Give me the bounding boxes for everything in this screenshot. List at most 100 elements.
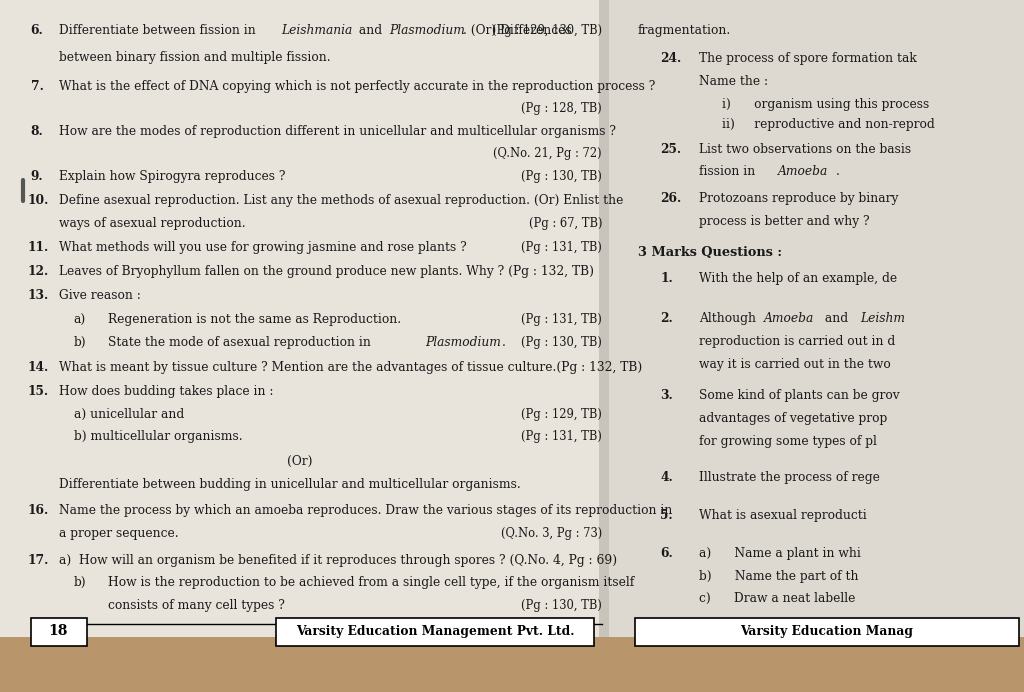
Bar [635,618,1019,646]
Text: c)      Draw a neat labelle: c) Draw a neat labelle [699,592,856,606]
Text: process is better and why ?: process is better and why ? [699,215,870,228]
Text: (Pg : 130, TB): (Pg : 130, TB) [521,336,602,349]
Text: .: . [502,336,506,349]
Text: a)      Name a plant in whi: a) Name a plant in whi [699,547,861,560]
Text: Leishmania: Leishmania [282,24,353,37]
Text: a proper sequence.: a proper sequence. [59,527,179,540]
Text: Some kind of plants can be grov: Some kind of plants can be grov [699,389,900,402]
Text: a)  How will an organism be benefited if it reproduces through spores ? (Q.No. 4: a) How will an organism be benefited if … [59,554,617,567]
Text: (Pg : 131, TB): (Pg : 131, TB) [521,430,602,444]
Text: (Pg : 128, TB): (Pg : 128, TB) [521,102,602,116]
Text: (Pg : 130, TB): (Pg : 130, TB) [521,170,602,183]
Text: What is meant by tissue culture ? Mention are the advantages of tissue culture.(: What is meant by tissue culture ? Mentio… [59,361,643,374]
Text: 24.: 24. [660,52,682,65]
Text: How does budding takes place in :: How does budding takes place in : [59,385,273,398]
Text: How are the modes of reproduction different in unicellular and multicellular org: How are the modes of reproduction differ… [59,125,616,138]
Text: (Pg : 130, TB): (Pg : 130, TB) [521,599,602,612]
Text: Plasmodium: Plasmodium [389,24,465,37]
Text: consists of many cell types ?: consists of many cell types ? [108,599,285,612]
Text: 16.: 16. [28,504,49,518]
Text: Varsity Education Management Pvt. Ltd.: Varsity Education Management Pvt. Ltd. [296,625,574,637]
Text: 18: 18 [49,624,68,638]
Text: Give reason :: Give reason : [59,289,141,302]
Text: State the mode of asexual reproduction in: State the mode of asexual reproduction i… [108,336,374,349]
Text: Protozoans reproduce by binary: Protozoans reproduce by binary [699,192,899,205]
Text: 25.: 25. [660,143,682,156]
Text: Although: Although [699,312,760,325]
Text: (Pg : 129, 130, TB): (Pg : 129, 130, TB) [492,24,602,37]
Text: advantages of vegetative prop: advantages of vegetative prop [699,412,888,425]
Text: 12.: 12. [28,265,49,278]
Text: reproduction is carried out in d: reproduction is carried out in d [699,335,896,348]
Text: Differentiate between budding in unicellular and multicellular organisms.: Differentiate between budding in unicell… [59,478,521,491]
Text: 6.: 6. [31,24,43,37]
Text: Varsity Education Manag: Varsity Education Manag [740,625,912,637]
Bar [609,0,1024,637]
Bar [31,618,87,646]
Text: Plasmodium: Plasmodium [425,336,501,349]
Bar [599,0,635,637]
Text: (Q.No. 3, Pg : 73): (Q.No. 3, Pg : 73) [501,527,602,540]
Text: What is the effect of DNA copying which is not perfectly accurate in the reprodu: What is the effect of DNA copying which … [59,80,655,93]
Text: for growing some types of pl: for growing some types of pl [699,435,878,448]
Text: 17.: 17. [28,554,49,567]
Text: (Pg : 131, TB): (Pg : 131, TB) [521,241,602,254]
Text: 26.: 26. [660,192,682,205]
Text: between binary fission and multiple fission.: between binary fission and multiple fiss… [59,51,331,64]
Text: 2.: 2. [660,312,673,325]
Text: 15.: 15. [28,385,49,398]
Text: . (Or) Differences: . (Or) Differences [463,24,571,37]
Text: 14.: 14. [28,361,49,374]
Text: 8.: 8. [31,125,43,138]
Text: List two observations on the basis: List two observations on the basis [699,143,911,156]
Text: Name the :: Name the : [699,75,769,88]
Text: a): a) [74,313,86,327]
Text: (Pg : 67, TB): (Pg : 67, TB) [528,217,602,230]
Text: (Q.No. 21, Pg : 72): (Q.No. 21, Pg : 72) [494,147,602,161]
Text: .: . [836,165,840,179]
Text: 3 Marks Questions :: 3 Marks Questions : [638,246,782,259]
Text: 4.: 4. [660,471,673,484]
Bar [0,0,609,637]
Text: Regeneration is not the same as Reproduction.: Regeneration is not the same as Reproduc… [108,313,400,327]
Text: 5.: 5. [660,509,673,522]
Text: 10.: 10. [28,194,49,207]
Bar [276,618,594,646]
Text: fission in: fission in [699,165,760,179]
Text: How is the reproduction to be achieved from a single cell type, if the organism : How is the reproduction to be achieved f… [108,576,634,590]
Text: 13.: 13. [28,289,49,302]
Text: b): b) [74,576,86,590]
Text: With the help of an example, de: With the help of an example, de [699,272,897,285]
Text: 9.: 9. [31,170,43,183]
Text: Illustrate the process of rege: Illustrate the process of rege [699,471,881,484]
Text: (Pg : 131, TB): (Pg : 131, TB) [521,313,602,327]
Text: ii)     reproductive and non-reprod: ii) reproductive and non-reprod [722,118,935,131]
Text: way it is carried out in the two: way it is carried out in the two [699,358,891,371]
Text: What is asexual reproducti: What is asexual reproducti [699,509,867,522]
Text: 7.: 7. [31,80,44,93]
Text: 3.: 3. [660,389,673,402]
Text: ways of asexual reproduction.: ways of asexual reproduction. [59,217,246,230]
Text: Name the process by which an amoeba reproduces. Draw the various stages of its r: Name the process by which an amoeba repr… [59,504,673,518]
Text: 6.: 6. [660,547,673,560]
Text: fragmentation.: fragmentation. [638,24,731,37]
Text: a) unicellular and: a) unicellular and [74,408,184,421]
Text: 11.: 11. [28,241,49,254]
Text: Amoeba: Amoeba [778,165,828,179]
Text: i)      organism using this process: i) organism using this process [722,98,929,111]
Text: (Pg : 129, TB): (Pg : 129, TB) [521,408,602,421]
Text: b)      Name the part of th: b) Name the part of th [699,570,859,583]
Text: Define asexual reproduction. List any the methods of asexual reproduction. (Or) : Define asexual reproduction. List any th… [59,194,624,207]
Text: and: and [821,312,852,325]
Text: Leishm: Leishm [860,312,905,325]
Text: 1.: 1. [660,272,673,285]
Text: Leaves of Bryophyllum fallen on the ground produce new plants. Why ? (Pg : 132, : Leaves of Bryophyllum fallen on the grou… [59,265,594,278]
Text: Amoeba: Amoeba [764,312,814,325]
Text: (Or): (Or) [287,455,312,468]
Text: What methods will you use for growing jasmine and rose plants ?: What methods will you use for growing ja… [59,241,467,254]
Text: Differentiate between fission in: Differentiate between fission in [59,24,260,37]
Text: The process of spore formation tak: The process of spore formation tak [699,52,918,65]
Text: and: and [355,24,386,37]
Text: b) multicellular organisms.: b) multicellular organisms. [74,430,243,444]
Text: b): b) [74,336,86,349]
